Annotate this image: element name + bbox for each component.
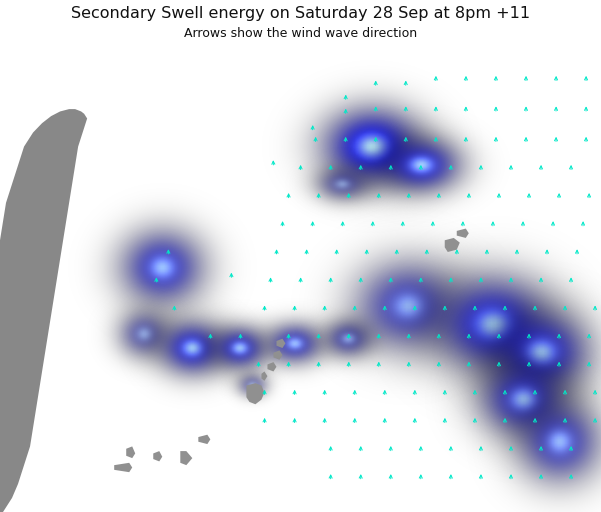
Polygon shape [246, 383, 264, 404]
Text: Arrows show the wind wave direction: Arrows show the wind wave direction [184, 28, 417, 40]
Polygon shape [273, 350, 282, 360]
Polygon shape [198, 435, 210, 444]
Text: Secondary Swell energy on Saturday 28 Sep at 8pm +11: Secondary Swell energy on Saturday 28 Se… [71, 7, 530, 22]
Polygon shape [276, 338, 285, 348]
Polygon shape [180, 451, 192, 465]
Polygon shape [153, 451, 162, 461]
Polygon shape [457, 228, 469, 238]
Polygon shape [267, 362, 276, 371]
Polygon shape [261, 371, 267, 381]
Polygon shape [445, 238, 460, 252]
Polygon shape [126, 446, 135, 458]
Polygon shape [114, 463, 132, 472]
Polygon shape [0, 44, 87, 512]
